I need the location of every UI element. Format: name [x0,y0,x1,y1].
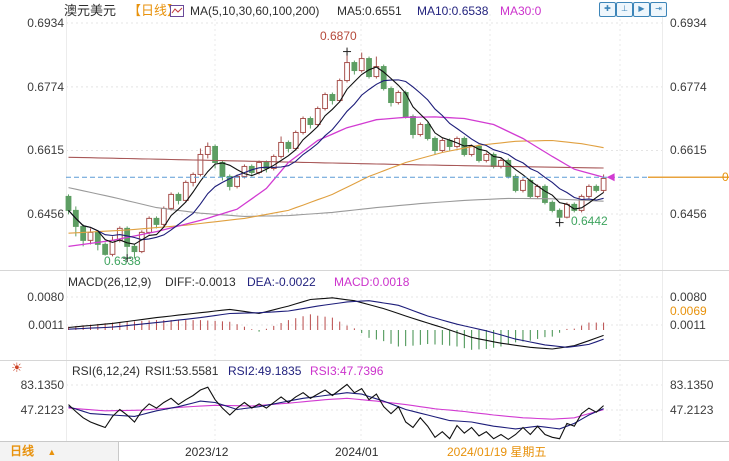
rsi-axis-label: 83.1350 [670,378,714,392]
macd-diff-value: DIFF:-0.0013 [165,275,236,289]
ma30-value: MA30:0 [500,4,542,18]
macd-axis-label: 0.0011 [28,318,64,332]
macd-axis-label: 0.0080 [670,290,707,304]
macd-dea-value: DEA:-0.0022 [247,275,316,289]
y-axis-label: 0.6456 [670,207,707,221]
bottom-bar: 日线 ▲ 2023/12 2024/01 2024/01/19 星期五 [0,441,729,461]
high-annotation: 0.6870 [320,29,357,43]
last-date-label: 2024/01/19 星期五 [447,445,547,459]
pan-right-icon[interactable]: ⇥ [650,2,667,17]
y-axis-label: 0.6934 [670,16,707,30]
triangle-up-icon: ▲ [47,447,57,457]
macd-value: MACD:0.0018 [334,275,410,289]
rsi2-value: RSI2:49.1835 [228,364,302,378]
rsi3-value: RSI3:47.7396 [310,364,384,378]
rsi-axis-label: 47.2123 [670,403,714,417]
macd-axis-label: 0.0011 [670,318,706,332]
ma10-value: MA10:0.6538 [417,4,489,18]
rsi-axis-label: 83.1350 [20,378,64,392]
macd-marker-label: 0.0069 [670,304,707,318]
price-marker-label: 0.6548 [722,170,729,184]
period-tag: 【日线】 [128,3,181,18]
indicator-settings-icon[interactable]: ☀ [11,360,23,375]
y-axis-label: 0.6615 [27,143,64,157]
rsi-axis-label: 47.2123 [20,403,64,417]
rsi-params-label: RSI(6,12,24) [72,364,141,378]
symbol-name: 澳元美元 [64,3,117,18]
crosshair-move-icon[interactable]: ✚ [599,2,616,17]
axis-scale-icon[interactable]: ⊥ [616,2,633,17]
period-selector-button[interactable]: 日线 ▲ [0,442,119,461]
x-axis-date-label: 2024/01 [335,445,379,459]
y-axis-label: 0.6615 [670,143,707,157]
period-button-label: 日线 [10,444,35,458]
macd-axis-label: 0.0080 [27,290,64,304]
playback-icon[interactable]: ▶ [633,2,650,17]
y-axis-label: 0.6934 [27,16,64,30]
rsi1-value: RSI1:53.5581 [145,364,219,378]
macd-params-label: MACD(26,12,9) [68,275,152,289]
ma5-value: MA5:0.6551 [337,4,402,18]
low-annotation: 0.6442 [571,214,608,228]
x-axis-date-label: 2023/12 [185,445,229,459]
low-annotation: 0.6338 [104,254,141,268]
y-axis-label: 0.6774 [27,80,64,94]
y-axis-label: 0.6774 [670,80,707,94]
ma-params-label: MA(5,10,30,60,100,200) [190,4,320,18]
ma-chart-icon [170,5,184,20]
y-axis-label: 0.6456 [27,207,64,221]
